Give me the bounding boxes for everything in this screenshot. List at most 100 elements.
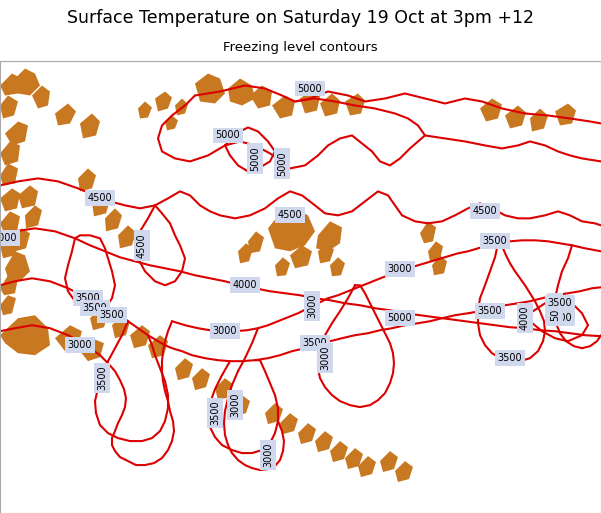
Text: 4500: 4500 [88,193,112,203]
Text: 3000: 3000 [68,340,92,350]
Polygon shape [395,461,413,482]
Polygon shape [232,395,250,416]
Text: 3500: 3500 [100,310,124,320]
Text: 4500: 4500 [137,233,147,258]
Text: 3500: 3500 [498,353,522,363]
Polygon shape [272,95,295,119]
Text: 3500: 3500 [97,366,107,390]
Polygon shape [12,228,30,251]
Polygon shape [428,241,443,261]
Text: 3500: 3500 [76,293,100,303]
Polygon shape [130,325,150,348]
Polygon shape [0,188,20,211]
Polygon shape [165,115,178,130]
Polygon shape [290,245,312,268]
Text: 3000: 3000 [388,264,412,274]
Polygon shape [250,86,272,108]
Polygon shape [80,113,100,139]
Polygon shape [15,69,40,95]
Text: 3500: 3500 [303,338,328,348]
Polygon shape [5,122,28,145]
Polygon shape [318,243,334,263]
Text: 5000: 5000 [250,146,260,171]
Text: 5000: 5000 [548,313,572,323]
Text: 5000: 5000 [277,151,287,176]
Polygon shape [330,258,345,277]
Polygon shape [55,325,82,351]
Polygon shape [0,95,18,119]
Text: Freezing level contours: Freezing level contours [223,41,378,54]
Polygon shape [0,211,20,235]
Polygon shape [195,73,225,104]
Text: 3000: 3000 [307,294,317,319]
Text: 5000: 5000 [550,296,560,321]
Polygon shape [316,221,342,251]
Polygon shape [0,73,22,95]
Polygon shape [0,295,16,315]
Polygon shape [118,225,136,248]
Polygon shape [78,168,96,191]
Text: 3000: 3000 [320,346,330,370]
Polygon shape [18,185,38,208]
Polygon shape [300,89,320,113]
Polygon shape [90,308,108,330]
Polygon shape [112,315,130,338]
Text: 5000: 5000 [297,84,322,93]
Text: 4500: 4500 [473,206,497,216]
Text: 4000: 4000 [520,306,530,330]
Polygon shape [80,338,104,361]
Text: 5000: 5000 [216,130,240,141]
Text: 3500: 3500 [548,298,572,308]
Text: 5000: 5000 [388,313,412,323]
Polygon shape [155,91,172,111]
Polygon shape [358,456,376,477]
Text: 3000: 3000 [263,443,273,467]
Polygon shape [265,403,283,424]
Polygon shape [555,104,576,126]
Polygon shape [275,258,290,277]
Text: 3000: 3000 [230,393,240,418]
Polygon shape [298,423,316,444]
Polygon shape [92,193,110,216]
Polygon shape [480,98,502,122]
Polygon shape [280,413,298,434]
Polygon shape [228,78,255,106]
Polygon shape [0,164,18,185]
Polygon shape [505,106,526,128]
Polygon shape [175,358,193,380]
Polygon shape [320,93,340,116]
Polygon shape [238,243,253,263]
Polygon shape [330,441,348,462]
Polygon shape [0,235,18,259]
Polygon shape [248,231,264,253]
Polygon shape [138,102,152,119]
Polygon shape [192,368,210,390]
Polygon shape [105,208,122,231]
Text: 3500: 3500 [210,401,220,425]
Text: 3500: 3500 [83,303,108,313]
Polygon shape [148,335,168,358]
Polygon shape [32,86,50,108]
Polygon shape [530,108,548,131]
Polygon shape [268,208,315,251]
Polygon shape [0,275,18,295]
Polygon shape [5,251,30,281]
Polygon shape [380,451,398,472]
Polygon shape [315,431,333,452]
Polygon shape [215,378,233,400]
Text: 3500: 3500 [483,236,507,246]
Polygon shape [345,448,363,469]
Text: 4500: 4500 [278,210,302,221]
Polygon shape [55,104,76,126]
Text: 3000: 3000 [213,326,237,336]
Text: 4000: 4000 [233,280,257,290]
Polygon shape [0,142,20,165]
Polygon shape [175,98,188,115]
Polygon shape [420,221,436,243]
Text: Surface Temperature on Saturday 19 Oct at 3pm +12: Surface Temperature on Saturday 19 Oct a… [67,9,534,27]
Text: 4000: 4000 [0,233,17,243]
Polygon shape [345,93,365,115]
Polygon shape [432,255,447,275]
Text: 3500: 3500 [478,306,502,316]
Polygon shape [25,205,42,228]
